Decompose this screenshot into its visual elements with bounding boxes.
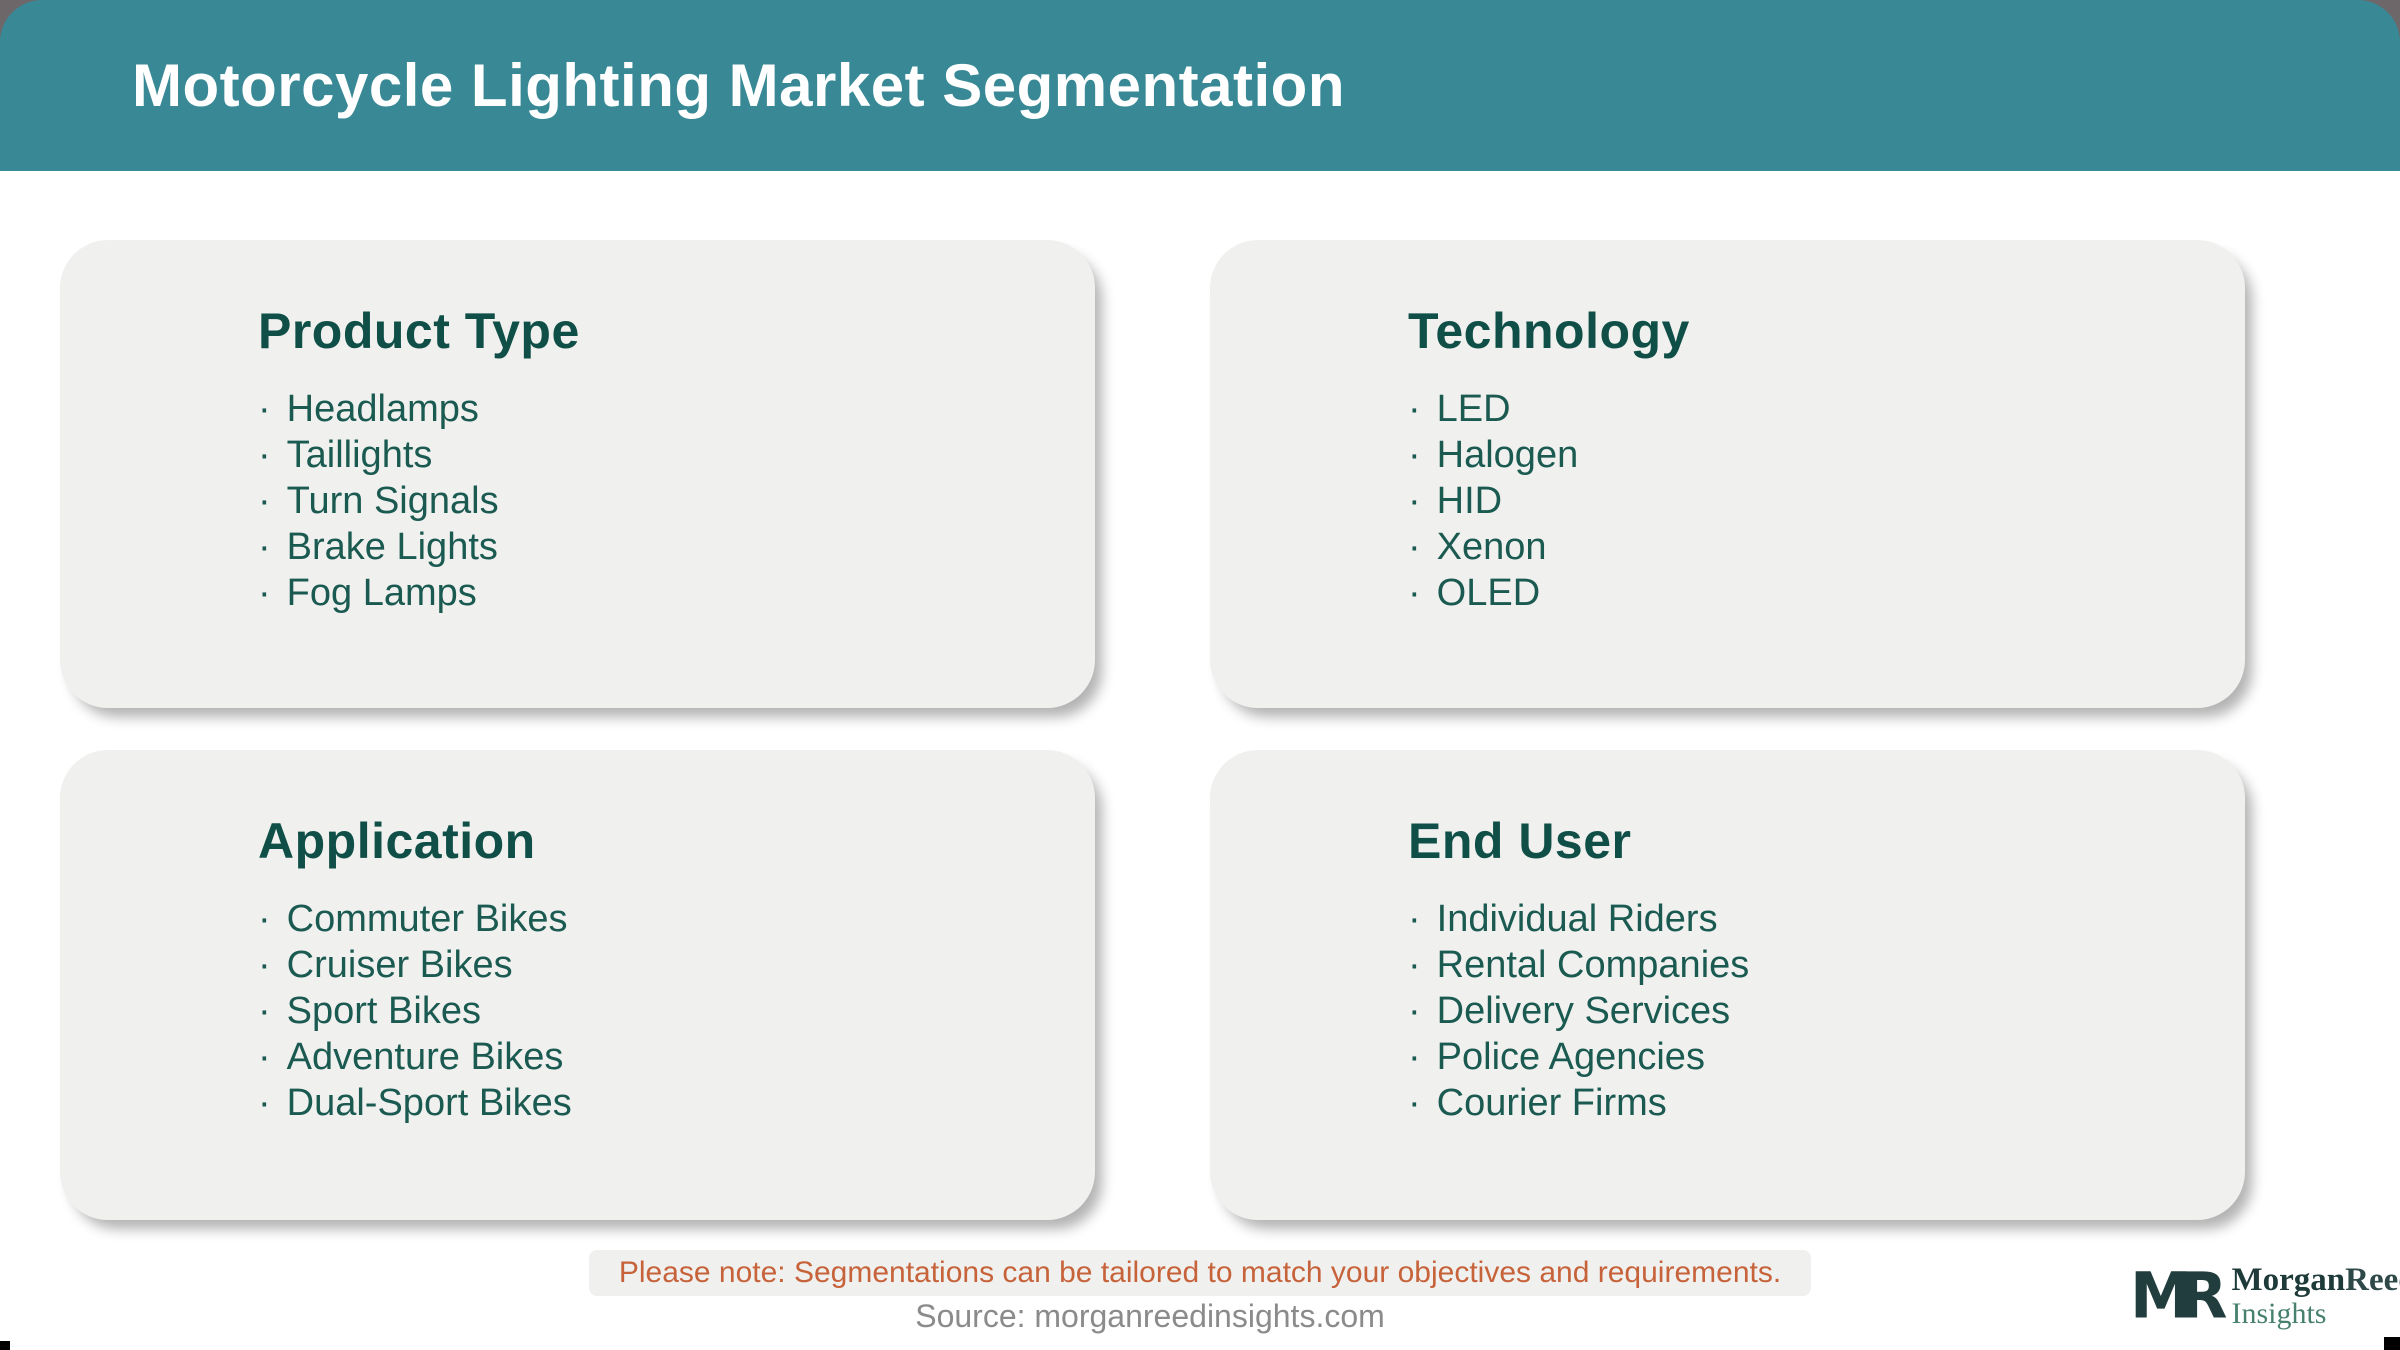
card-product-type: Product Type · Headlamps · Taillights · Tur… [60, 240, 1095, 708]
bullet-icon: · [1408, 990, 1421, 1032]
artifact-mark [2384, 1337, 2400, 1350]
list-item: · Halogen [1408, 432, 2205, 478]
list-item-label: Cruiser Bikes [286, 944, 513, 986]
list-item: · OLED [1408, 570, 2205, 616]
list-item-label: HID [1436, 480, 1503, 522]
card-application: Application · Commuter Bikes · Cruiser Bik… [60, 750, 1095, 1220]
list-item: · Dual-Sport Bikes [258, 1080, 1055, 1126]
list-item-label: Fog Lamps [286, 572, 477, 614]
logo-text: MorganReed Insights [2231, 1263, 2400, 1329]
card-list: · Commuter Bikes · Cruiser Bikes · Sport Bi… [258, 896, 1055, 1126]
list-item-label: Halogen [1436, 434, 1579, 476]
list-item-label: Headlamps [286, 388, 479, 430]
list-item: · Courier Firms [1408, 1080, 2205, 1126]
list-item-label: Police Agencies [1436, 1036, 1705, 1078]
list-item: · Individual Riders [1408, 896, 2205, 942]
header-bar: Motorcycle Lighting Market Segmentation [0, 0, 2400, 171]
bullet-icon: · [1408, 944, 1421, 986]
list-item: · Xenon [1408, 524, 2205, 570]
card-list: · LED · Halogen · HID · Xenon · OLED [1408, 386, 2205, 616]
card-title: Application [258, 813, 536, 869]
list-item: · Headlamps [258, 386, 1055, 432]
list-item-label: OLED [1436, 572, 1541, 614]
list-item-label: Individual Riders [1436, 898, 1718, 940]
note-banner: Please note: Segmentations can be tailor… [589, 1250, 1811, 1296]
bullet-icon: · [1408, 898, 1421, 940]
bullet-icon: · [258, 480, 271, 522]
card-title: Product Type [258, 303, 580, 359]
bullet-icon: · [258, 1036, 271, 1078]
bullet-icon: · [1408, 434, 1421, 476]
card-end-user: End User · Individual Riders · Rental Comp… [1210, 750, 2245, 1220]
list-item: · Police Agencies [1408, 1034, 2205, 1080]
card-list: · Individual Riders · Rental Companies · De… [1408, 896, 2205, 1126]
bullet-icon: · [1408, 1036, 1421, 1078]
list-item: · Commuter Bikes [258, 896, 1055, 942]
list-item: · Rental Companies [1408, 942, 2205, 988]
logo-name-primary: Morgan [2231, 1262, 2346, 1298]
bullet-icon: · [258, 898, 271, 940]
card-title: End User [1408, 813, 1632, 869]
note-text: Please note: Segmentations can be tailor… [618, 1256, 1782, 1289]
list-item-label: Adventure Bikes [286, 1036, 564, 1078]
list-item: · Adventure Bikes [258, 1034, 1055, 1080]
bullet-icon: · [1408, 1082, 1421, 1124]
page-title: Motorcycle Lighting Market Segmentation [132, 52, 1345, 119]
morganreed-logo: MR MorganReed Insights [2130, 1263, 2400, 1329]
bullet-icon: · [258, 572, 271, 614]
list-item-label: Courier Firms [1436, 1082, 1667, 1124]
list-item-label: Turn Signals [286, 480, 499, 522]
list-item: · Cruiser Bikes [258, 942, 1055, 988]
list-item-label: LED [1436, 388, 1511, 430]
artifact-mark [0, 1341, 10, 1350]
list-item: · Turn Signals [258, 478, 1055, 524]
list-item: · Delivery Services [1408, 988, 2205, 1034]
bullet-icon: · [258, 944, 271, 986]
source-text: Source: morganreedinsights.com [915, 1298, 1385, 1334]
list-item-label: Commuter Bikes [286, 898, 568, 940]
list-item: · Fog Lamps [258, 570, 1055, 616]
logo-tagline: Insights [2231, 1296, 2327, 1330]
list-item-label: Xenon [1436, 526, 1547, 568]
list-item-label: Taillights [286, 434, 433, 476]
bullet-icon: · [1408, 526, 1421, 568]
list-item-label: Sport Bikes [286, 990, 481, 1032]
logo-name-secondary: Reed [2345, 1262, 2400, 1298]
list-item-label: Rental Companies [1436, 944, 1750, 986]
list-item-label: Delivery Services [1436, 990, 1731, 1032]
bullet-icon: · [258, 1082, 271, 1124]
list-item: · Taillights [258, 432, 1055, 478]
bullet-icon: · [258, 434, 271, 476]
bullet-icon: · [1408, 480, 1421, 522]
logo-name: MorganReed [2231, 1263, 2400, 1298]
list-item: · Brake Lights [258, 524, 1055, 570]
bullet-icon: · [1408, 572, 1421, 614]
list-item: · HID [1408, 478, 2205, 524]
card-list: · Headlamps · Taillights · Turn Signals · Br… [258, 386, 1055, 616]
list-item: · Sport Bikes [258, 988, 1055, 1034]
bullet-icon: · [1408, 388, 1421, 430]
card-title: Technology [1408, 303, 1690, 359]
list-item: · LED [1408, 386, 2205, 432]
mr-monogram-icon: MR [2130, 1258, 2228, 1333]
bullet-icon: · [258, 990, 271, 1032]
card-technology: Technology · LED · Halogen · HID · Xenon · OL… [1210, 240, 2245, 708]
list-item-label: Brake Lights [286, 526, 498, 568]
bullet-icon: · [258, 388, 271, 430]
bullet-icon: · [258, 526, 271, 568]
list-item-label: Dual-Sport Bikes [286, 1082, 572, 1124]
